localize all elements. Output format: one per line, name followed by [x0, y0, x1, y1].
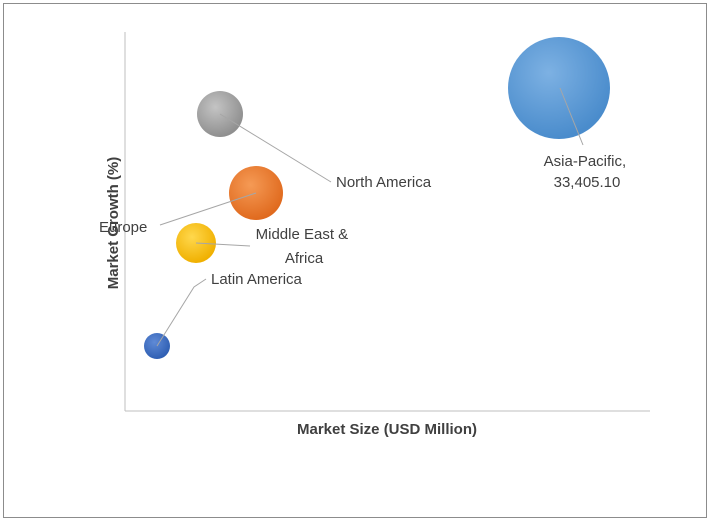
leader-latin-america	[156, 278, 207, 347]
leader-middle-east-africa	[195, 242, 251, 247]
label-asia-pacific: Asia-Pacific, 33,405.10	[544, 153, 631, 191]
label-middle-east-africa: Middle East & Africa	[256, 226, 353, 267]
leader-north-america	[219, 113, 332, 183]
label-europe: Europe	[99, 219, 147, 236]
label-latin-america: Latin America	[211, 271, 303, 288]
leader-asia-pacific	[559, 87, 584, 146]
label-north-america: North America	[336, 174, 432, 191]
y-axis-title: Market Growth (%)	[105, 157, 122, 290]
bubble-asia-pacific	[508, 37, 610, 139]
leader-europe	[159, 192, 257, 226]
x-axis-title: Market Size (USD Million)	[297, 421, 477, 438]
